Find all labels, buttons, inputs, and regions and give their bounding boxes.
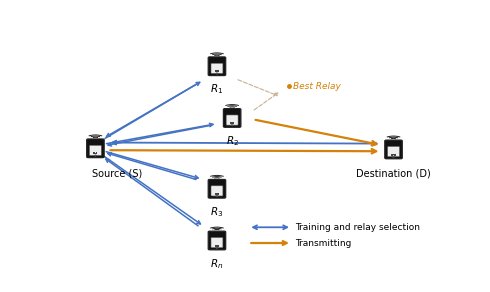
Bar xyxy=(231,123,233,124)
Text: $R_n$: $R_n$ xyxy=(210,257,223,270)
Bar xyxy=(230,122,232,123)
Bar xyxy=(215,194,217,195)
FancyBboxPatch shape xyxy=(208,57,226,76)
Text: Destination (D): Destination (D) xyxy=(356,168,431,178)
Bar xyxy=(394,154,395,156)
Circle shape xyxy=(392,156,394,157)
FancyBboxPatch shape xyxy=(87,139,104,158)
Circle shape xyxy=(231,124,233,126)
Bar xyxy=(94,153,95,154)
Bar xyxy=(394,154,395,155)
Bar xyxy=(215,246,217,247)
Bar xyxy=(216,245,218,246)
Bar xyxy=(217,193,219,194)
Bar xyxy=(392,154,394,155)
FancyBboxPatch shape xyxy=(208,231,226,250)
Bar xyxy=(232,123,234,124)
Bar xyxy=(96,152,98,154)
Circle shape xyxy=(94,155,97,156)
FancyBboxPatch shape xyxy=(226,115,238,125)
Bar xyxy=(215,193,217,194)
Text: Source (S): Source (S) xyxy=(92,169,142,179)
Bar xyxy=(392,154,393,155)
Bar xyxy=(95,153,97,154)
FancyBboxPatch shape xyxy=(90,145,101,156)
Bar xyxy=(392,154,393,156)
Bar xyxy=(215,70,217,72)
Bar xyxy=(216,71,218,72)
Text: Transmitting: Transmitting xyxy=(295,239,351,248)
Bar xyxy=(215,71,217,72)
Bar xyxy=(94,152,95,154)
Bar xyxy=(216,193,218,194)
Text: $R_1$: $R_1$ xyxy=(210,82,223,96)
FancyBboxPatch shape xyxy=(388,147,399,157)
FancyBboxPatch shape xyxy=(208,180,226,198)
FancyBboxPatch shape xyxy=(211,186,223,196)
Bar xyxy=(96,153,98,154)
Text: $R_3$: $R_3$ xyxy=(210,205,223,219)
Text: Training and relay selection: Training and relay selection xyxy=(295,223,420,232)
Bar xyxy=(215,245,217,246)
FancyBboxPatch shape xyxy=(211,237,223,248)
FancyBboxPatch shape xyxy=(211,63,223,73)
Bar xyxy=(232,122,234,123)
Bar xyxy=(217,246,219,247)
Bar xyxy=(217,70,219,72)
Bar xyxy=(217,194,219,195)
Circle shape xyxy=(216,195,218,197)
Bar xyxy=(217,245,219,246)
Circle shape xyxy=(216,247,218,248)
FancyBboxPatch shape xyxy=(385,140,402,159)
FancyBboxPatch shape xyxy=(223,109,241,127)
Bar xyxy=(217,71,219,72)
Bar xyxy=(230,123,232,124)
Text: $R_2$: $R_2$ xyxy=(225,134,239,148)
Text: Best Relay: Best Relay xyxy=(293,82,341,91)
Circle shape xyxy=(216,73,218,74)
